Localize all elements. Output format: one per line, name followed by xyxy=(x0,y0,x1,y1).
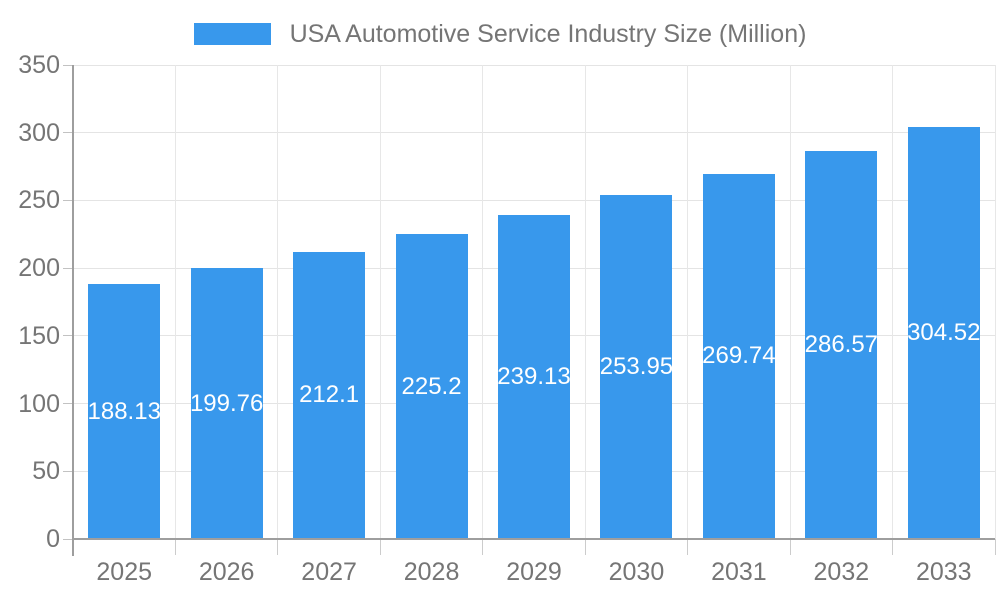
horizontal-gridline xyxy=(73,132,995,134)
bar-value-label: 239.13 xyxy=(497,363,571,391)
legend-color-swatch xyxy=(193,23,271,45)
y-axis-tick xyxy=(63,470,73,472)
y-axis-tick xyxy=(63,538,73,540)
bar-2031: 269.74 xyxy=(702,173,776,539)
x-axis-tick-label: 2032 xyxy=(813,558,870,586)
horizontal-gridline xyxy=(73,199,995,201)
bar-2033: 304.52 xyxy=(907,126,981,539)
bar-value-label: 188.13 xyxy=(87,397,161,425)
x-axis-tick xyxy=(687,539,689,555)
x-axis-tick-label: 2025 xyxy=(96,558,153,586)
y-axis-tick xyxy=(63,64,73,66)
x-axis-tick-label: 2033 xyxy=(915,558,972,586)
x-axis-tick xyxy=(482,539,484,555)
bar-2025: 188.13 xyxy=(87,284,161,539)
y-axis-tick xyxy=(63,267,73,269)
x-axis-tick xyxy=(584,539,586,555)
x-axis-line xyxy=(73,538,995,540)
x-axis-tick-label: 2029 xyxy=(506,558,562,586)
x-axis-tick xyxy=(379,539,381,555)
bar-value-label: 304.52 xyxy=(907,318,981,346)
x-axis-tick xyxy=(789,539,791,555)
x-axis-tick xyxy=(277,539,279,555)
bar-2028: 225.2 xyxy=(395,234,468,539)
y-axis-tick-label: 200 xyxy=(18,254,60,283)
bar-value-label: 286.57 xyxy=(804,330,879,358)
bar-value-label: 199.76 xyxy=(189,389,264,417)
y-axis-tick xyxy=(63,335,73,337)
x-axis-tick-label: 2030 xyxy=(608,558,665,586)
bar-2029: 239.13 xyxy=(497,215,571,539)
vertical-gridline xyxy=(789,65,791,539)
x-axis-tick xyxy=(994,539,996,555)
y-axis-labels: 0 50 100 150 200 250 300 350 xyxy=(0,51,60,553)
bar-2027: 212.1 xyxy=(293,251,366,539)
bar-value-label: 212.1 xyxy=(299,381,360,409)
vertical-gridline xyxy=(482,65,484,539)
x-axis-tick xyxy=(174,539,176,555)
y-axis-tick xyxy=(63,403,73,405)
x-axis-labels: 2025 2026 2027 2028 2029 2030 2031 2032 2033 xyxy=(73,556,995,588)
bar-value-label: 253.95 xyxy=(599,353,674,381)
y-axis-tick-label: 100 xyxy=(18,389,60,418)
bar-value-label: 225.2 xyxy=(401,372,462,400)
bar-2026: 199.76 xyxy=(189,268,264,539)
bar-2032: 286.57 xyxy=(804,150,879,539)
y-axis-tick-label: 350 xyxy=(18,51,60,79)
y-axis-tick-label: 0 xyxy=(46,525,60,553)
vertical-gridline xyxy=(994,65,996,539)
bar-value-label: 269.74 xyxy=(702,342,776,370)
y-axis-tick-label: 300 xyxy=(18,118,60,147)
vertical-gridline xyxy=(687,65,689,539)
vertical-gridline xyxy=(277,65,279,539)
legend: USA Automotive Service Industry Size (Mi… xyxy=(0,20,1000,48)
vertical-gridline xyxy=(174,65,176,539)
y-axis-tick-label: 250 xyxy=(18,186,60,215)
y-axis-line xyxy=(72,65,74,556)
x-axis-tick-label: 2031 xyxy=(711,558,767,586)
x-axis-tick-label: 2027 xyxy=(301,558,357,586)
vertical-gridline xyxy=(379,65,381,539)
y-axis-tick-label: 150 xyxy=(18,321,60,350)
x-axis-tick-label: 2028 xyxy=(403,558,460,586)
y-axis-tick xyxy=(63,199,73,201)
bar-2030: 253.95 xyxy=(599,195,674,539)
x-axis-tick-label: 2026 xyxy=(198,558,255,586)
plot-area: 188.13 199.76 212.1 225.2 239.13 253.95 269.74… xyxy=(63,64,996,556)
vertical-gridline xyxy=(584,65,586,539)
y-axis-tick xyxy=(63,132,73,134)
x-axis-tick xyxy=(892,539,894,555)
vertical-gridline xyxy=(892,65,894,539)
horizontal-gridline xyxy=(73,64,995,66)
chart-title: USA Automotive Service Industry Size (Mi… xyxy=(289,19,807,48)
y-axis-tick-label: 50 xyxy=(32,457,60,486)
